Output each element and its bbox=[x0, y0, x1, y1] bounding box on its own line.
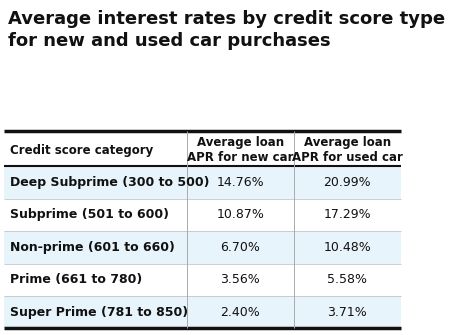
Text: 10.87%: 10.87% bbox=[216, 208, 264, 221]
Bar bbox=[4, 296, 401, 328]
Text: 17.29%: 17.29% bbox=[323, 208, 371, 221]
Text: Super Prime (781 to 850): Super Prime (781 to 850) bbox=[10, 306, 188, 319]
Text: Average loan
APR for new car: Average loan APR for new car bbox=[187, 136, 293, 164]
Text: 14.76%: 14.76% bbox=[216, 176, 264, 189]
Text: 20.99%: 20.99% bbox=[323, 176, 371, 189]
Text: Deep Subprime (300 to 500): Deep Subprime (300 to 500) bbox=[10, 176, 210, 189]
Text: Average interest rates by credit score type
for new and used car purchases: Average interest rates by credit score t… bbox=[8, 10, 445, 50]
Text: Credit score category: Credit score category bbox=[10, 144, 153, 157]
Bar bbox=[4, 264, 401, 296]
Text: 10.48%: 10.48% bbox=[323, 241, 371, 254]
Text: Subprime (501 to 600): Subprime (501 to 600) bbox=[10, 208, 169, 221]
Bar bbox=[4, 199, 401, 231]
Text: 3.71%: 3.71% bbox=[328, 306, 367, 319]
Text: 5.58%: 5.58% bbox=[327, 273, 367, 286]
Bar bbox=[4, 134, 401, 166]
Text: 3.56%: 3.56% bbox=[220, 273, 260, 286]
Bar bbox=[4, 166, 401, 199]
Text: 2.40%: 2.40% bbox=[220, 306, 260, 319]
Bar bbox=[4, 231, 401, 264]
Text: Prime (661 to 780): Prime (661 to 780) bbox=[10, 273, 142, 286]
Text: Average loan
APR for used car: Average loan APR for used car bbox=[292, 136, 403, 164]
Text: Non-prime (601 to 660): Non-prime (601 to 660) bbox=[10, 241, 175, 254]
Text: 6.70%: 6.70% bbox=[220, 241, 260, 254]
